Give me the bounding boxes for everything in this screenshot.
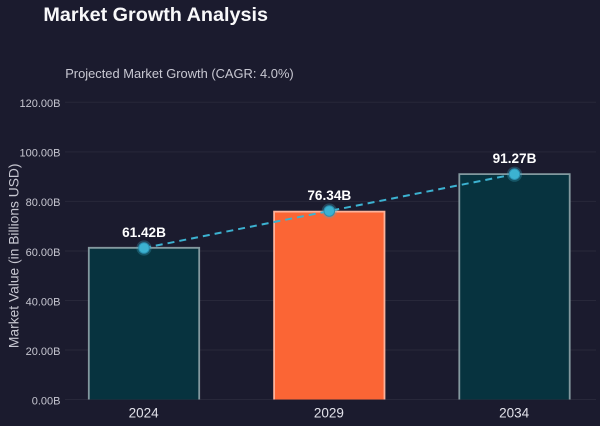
svg-text:76.34B: 76.34B — [307, 188, 351, 203]
svg-text:91.27B: 91.27B — [493, 151, 537, 166]
svg-text:2024: 2024 — [129, 405, 160, 420]
svg-text:Market Value (in Billions USD): Market Value (in Billions USD) — [7, 164, 22, 349]
svg-text:120.00B: 120.00B — [20, 98, 61, 110]
svg-text:2029: 2029 — [314, 405, 344, 420]
svg-text:40.00B: 40.00B — [26, 296, 61, 308]
svg-text:100.00B: 100.00B — [20, 148, 61, 160]
svg-text:Projected Market Growth (CAGR:: Projected Market Growth (CAGR: 4.0%) — [65, 66, 294, 81]
svg-text:60.00B: 60.00B — [26, 247, 61, 259]
svg-text:61.42B: 61.42B — [122, 225, 166, 240]
svg-text:Market Growth Analysis: Market Growth Analysis — [43, 4, 268, 26]
svg-text:20.00B: 20.00B — [26, 346, 61, 358]
svg-text:80.00B: 80.00B — [26, 197, 61, 209]
svg-text:0.00B: 0.00B — [32, 395, 61, 407]
svg-text:2034: 2034 — [499, 405, 530, 420]
